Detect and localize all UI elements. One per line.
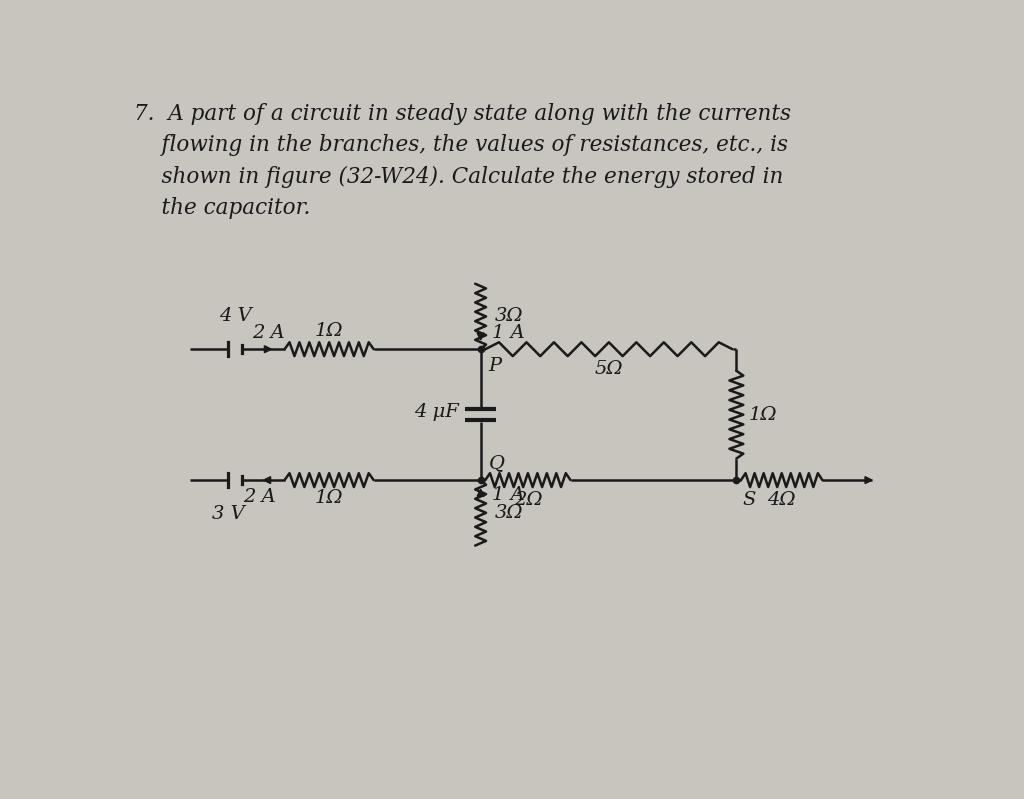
Text: Q: Q — [488, 455, 505, 472]
Text: 4 μF: 4 μF — [414, 403, 459, 420]
Polygon shape — [477, 333, 484, 340]
Text: 5Ω: 5Ω — [595, 360, 624, 378]
Text: S: S — [742, 491, 756, 509]
Text: 1 A: 1 A — [493, 487, 525, 504]
Text: P: P — [488, 357, 502, 375]
Polygon shape — [865, 477, 872, 483]
Polygon shape — [477, 489, 484, 496]
Text: 3Ω: 3Ω — [495, 504, 523, 522]
Text: 1Ω: 1Ω — [314, 322, 343, 340]
Text: 7.  A part of a circuit in steady state along with the currents
    flowing in t: 7. A part of a circuit in steady state a… — [134, 103, 792, 219]
Text: 4 V: 4 V — [219, 307, 252, 324]
Text: 2 A: 2 A — [243, 488, 275, 506]
Text: 1Ω: 1Ω — [749, 406, 777, 423]
Text: 2Ω: 2Ω — [514, 491, 542, 509]
Polygon shape — [263, 477, 270, 483]
Text: 2 A: 2 A — [252, 324, 285, 341]
Text: 4Ω: 4Ω — [767, 491, 796, 509]
Text: 3 V: 3 V — [212, 505, 245, 523]
Polygon shape — [264, 346, 271, 352]
Text: 1 A: 1 A — [493, 324, 525, 341]
Text: 1Ω: 1Ω — [314, 489, 343, 507]
Text: 3Ω: 3Ω — [495, 308, 523, 325]
